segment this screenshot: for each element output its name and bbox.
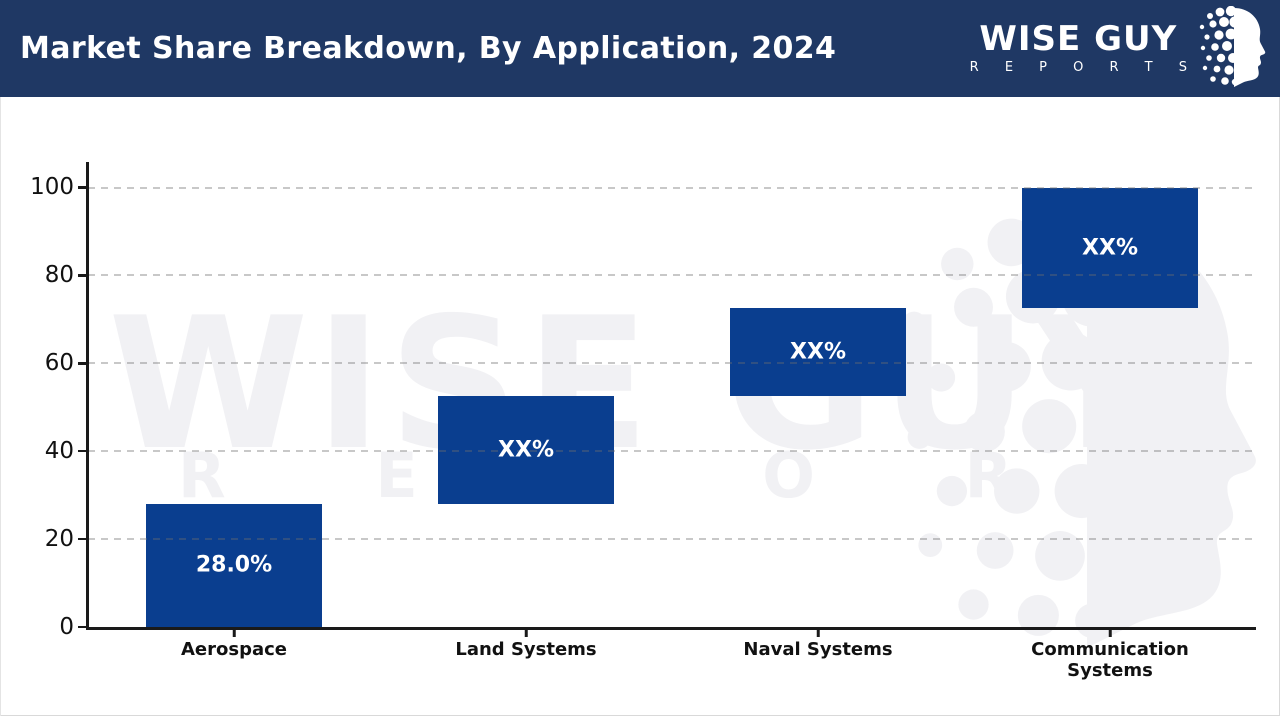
page-bottom-hairline bbox=[0, 715, 1280, 716]
x-tick-mark bbox=[816, 627, 820, 637]
x-axis-spine bbox=[86, 626, 1256, 630]
header: Market Share Breakdown, By Application, … bbox=[0, 0, 1280, 97]
x-tick-mark bbox=[1108, 627, 1112, 637]
x-category-label-text: Communication Systems bbox=[1031, 639, 1189, 681]
brand-logo-subtitle: R E P O R T S bbox=[969, 59, 1198, 75]
y-gridline bbox=[88, 274, 1256, 277]
x-category-label: Land Systems bbox=[380, 639, 672, 661]
x-tick-mark bbox=[232, 627, 236, 637]
y-tick-mark bbox=[78, 274, 88, 277]
y-gridline bbox=[88, 538, 1256, 541]
brand-logo-name: WISE GUY bbox=[979, 19, 1178, 60]
page-left-hairline bbox=[0, 97, 1, 716]
face-profile-dots-icon bbox=[1199, 6, 1266, 87]
bar-value-label: XX% bbox=[498, 437, 554, 463]
x-category-label-text: Land Systems bbox=[455, 639, 597, 660]
x-category-label-text: Naval Systems bbox=[743, 639, 893, 660]
x-category-label: Communication Systems bbox=[964, 639, 1256, 681]
y-tick-label: 60 bbox=[44, 350, 74, 377]
brand-logo: WISE GUY R E P O R T S bbox=[959, 6, 1266, 90]
y-tick-label: 0 bbox=[59, 614, 74, 640]
bar-value-label: 28.0% bbox=[195, 552, 273, 578]
y-tick-mark bbox=[78, 186, 88, 189]
bar-segment bbox=[730, 308, 906, 397]
x-tick-mark bbox=[524, 627, 528, 637]
y-tick-mark bbox=[78, 537, 88, 541]
y-tick-label: 80 bbox=[44, 262, 74, 289]
y-tick-mark bbox=[78, 449, 88, 453]
y-gridline bbox=[88, 450, 1256, 453]
brand-logo-text: WISE GUY R E P O R T S bbox=[959, 19, 1198, 75]
y-tick-label: 40 bbox=[44, 438, 74, 465]
y-gridline bbox=[88, 362, 1256, 365]
y-tick-mark bbox=[78, 625, 88, 629]
y-tick-label: 100 bbox=[30, 174, 74, 201]
bar-segment bbox=[146, 503, 322, 627]
x-category-label: Aerospace bbox=[88, 639, 380, 661]
bar-value-label: XX% bbox=[790, 339, 846, 365]
y-gridline bbox=[88, 186, 1256, 189]
bar-segment bbox=[438, 396, 614, 504]
y-axis-spine bbox=[86, 162, 89, 629]
y-tick-label: 20 bbox=[44, 526, 74, 553]
x-category-label: Naval Systems bbox=[672, 639, 964, 661]
page-title: Market Share Breakdown, By Application, … bbox=[20, 31, 837, 66]
bar-value-label: XX% bbox=[1082, 235, 1138, 261]
chart-region: WISE GUY R E P O R T S bbox=[0, 97, 1280, 720]
x-category-label-text: Aerospace bbox=[180, 639, 287, 660]
plot-area: 0 20 40 60 80 100 28.0% Aerospace XX% Land System… bbox=[30, 162, 1256, 681]
y-tick-mark bbox=[78, 362, 88, 365]
